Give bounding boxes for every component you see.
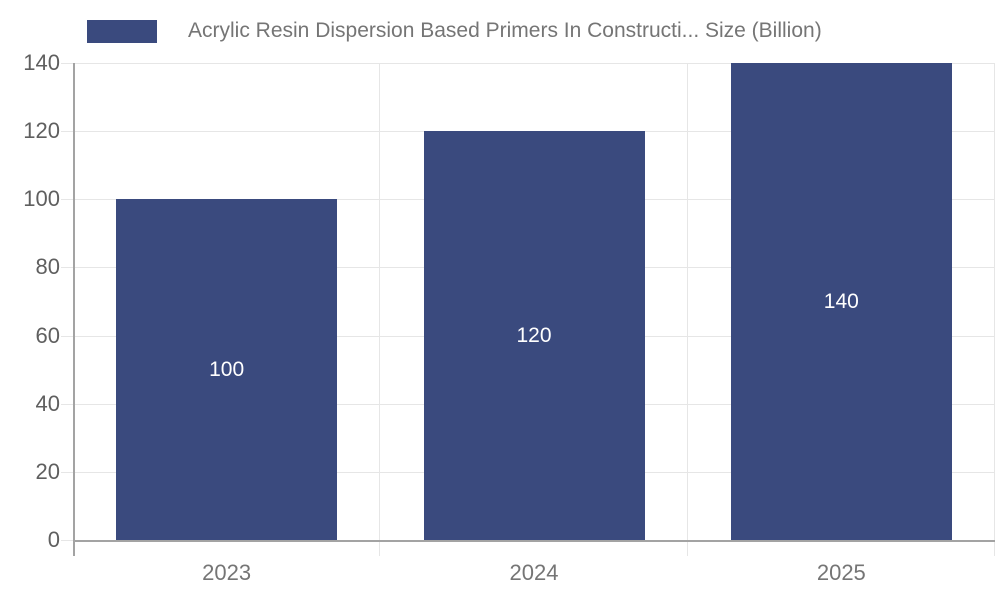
y-axis-tick: [61, 403, 73, 405]
y-axis-tick: [61, 540, 73, 541]
bar-value-label: 100: [209, 357, 245, 381]
y-axis-tick-label: 80: [35, 254, 60, 280]
bar-value-label: 120: [516, 323, 552, 347]
gridline-horizontal: [73, 63, 995, 64]
y-axis-tick: [61, 131, 73, 133]
y-axis-tick-label: 40: [35, 390, 60, 416]
legend-label: Acrylic Resin Dispersion Based Primers I…: [188, 19, 822, 42]
y-axis-tick-label: 140: [23, 50, 60, 75]
x-axis-tick-label: 2023: [202, 560, 252, 585]
chart-legend: Acrylic Resin Dispersion Based Primers I…: [87, 19, 822, 43]
plot-area: 0 20 40 60 80 100 120 140 100 2023 120 2024 140 2025: [23, 52, 995, 584]
y-axis-tick: [61, 471, 73, 473]
bar: [424, 131, 645, 540]
y-axis-tick: [61, 63, 73, 64]
bar: [116, 199, 337, 540]
x-axis-line: [73, 540, 995, 542]
gridline-vertical: [379, 63, 381, 556]
y-axis-tick: [61, 335, 73, 337]
x-axis-tick-label: 2024: [509, 560, 559, 585]
bar-value-label: 140: [823, 289, 859, 313]
gridline-vertical: [994, 63, 995, 556]
y-axis-tick-label: 100: [23, 186, 60, 212]
y-axis-tick-label: 0: [47, 527, 60, 552]
y-axis-tick-label: 20: [35, 458, 60, 484]
x-axis-tick-label: 2025: [816, 560, 866, 585]
gridline-vertical: [686, 63, 688, 556]
y-axis-tick-label: 60: [35, 322, 60, 348]
legend-swatch: [87, 19, 157, 43]
y-axis-line: [73, 63, 75, 556]
bar: [731, 63, 952, 540]
y-axis-tick: [61, 267, 73, 269]
y-axis-tick: [61, 199, 73, 201]
y-axis-tick-label: 120: [23, 118, 60, 144]
